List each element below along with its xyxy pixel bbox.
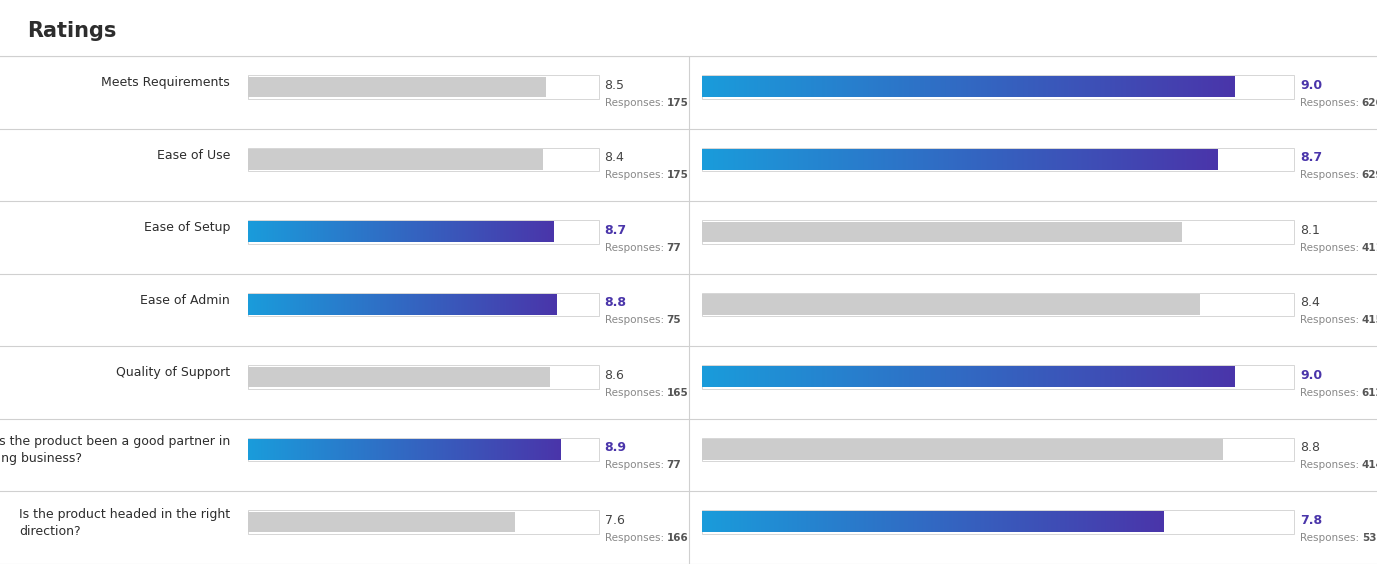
Text: 8.4: 8.4 [1300,296,1319,310]
Text: Ratings: Ratings [28,21,117,41]
Bar [248,512,515,532]
Text: 9.0: 9.0 [1300,79,1322,92]
Text: 175: 175 [666,170,688,180]
Text: Responses:: Responses: [1300,315,1362,325]
Text: 414: 414 [1362,460,1377,470]
Text: Responses:: Responses: [1300,388,1362,398]
Text: Responses:: Responses: [1300,170,1362,180]
FancyBboxPatch shape [702,365,1294,389]
Text: Responses:: Responses: [1300,98,1362,108]
FancyBboxPatch shape [702,510,1294,534]
Text: 8.8: 8.8 [1300,442,1321,455]
Bar [702,294,1199,315]
Text: Responses:: Responses: [605,315,666,325]
Bar [702,222,1181,242]
Text: 539: 539 [1362,533,1377,543]
Text: Responses:: Responses: [1300,460,1362,470]
Text: 9.0: 9.0 [1300,369,1322,382]
Text: Meets Requirements: Meets Requirements [101,76,230,89]
Bar [248,77,547,97]
Text: 7.6: 7.6 [605,514,624,527]
Text: 8.7: 8.7 [605,224,627,237]
Text: 612: 612 [1362,388,1377,398]
Text: Quality of Support: Quality of Support [116,366,230,379]
Text: Has the product been a good partner in
doing business?: Has the product been a good partner in d… [0,435,230,465]
Text: 8.9: 8.9 [605,442,627,455]
FancyBboxPatch shape [248,510,599,534]
FancyBboxPatch shape [702,148,1294,171]
FancyBboxPatch shape [248,148,599,171]
Text: Responses:: Responses: [605,98,666,108]
Text: 165: 165 [666,388,688,398]
Text: Responses:: Responses: [605,170,666,180]
FancyBboxPatch shape [248,220,599,244]
FancyBboxPatch shape [248,438,599,461]
Text: Responses:: Responses: [605,243,666,253]
Text: 77: 77 [666,243,682,253]
Text: 629: 629 [1362,170,1377,180]
Text: Responses:: Responses: [1300,533,1362,543]
FancyBboxPatch shape [702,75,1294,99]
Text: Responses:: Responses: [605,388,666,398]
Text: 8.4: 8.4 [605,151,624,164]
Text: 7.8: 7.8 [1300,514,1322,527]
FancyBboxPatch shape [702,438,1294,461]
Text: 166: 166 [666,533,688,543]
Text: Responses:: Responses: [1300,243,1362,253]
Text: 8.1: 8.1 [1300,224,1319,237]
Text: Responses:: Responses: [605,533,666,543]
FancyBboxPatch shape [248,293,599,316]
Text: 415: 415 [1362,315,1377,325]
Text: Ease of Use: Ease of Use [157,148,230,161]
Text: Ease of Setup: Ease of Setup [143,221,230,234]
FancyBboxPatch shape [702,293,1294,316]
FancyBboxPatch shape [248,365,599,389]
FancyBboxPatch shape [702,220,1294,244]
Text: Responses:: Responses: [605,460,666,470]
Text: 75: 75 [666,315,682,325]
Text: 626: 626 [1362,98,1377,108]
Text: Ease of Admin: Ease of Admin [140,293,230,307]
Text: 77: 77 [666,460,682,470]
Text: 411: 411 [1362,243,1377,253]
Text: 175: 175 [666,98,688,108]
FancyBboxPatch shape [248,75,599,99]
Bar [248,367,549,387]
Bar [248,149,543,170]
Bar [702,439,1223,460]
Text: 8.6: 8.6 [605,369,624,382]
Text: 8.8: 8.8 [605,296,627,310]
Text: Is the product headed in the right
direction?: Is the product headed in the right direc… [19,508,230,537]
Text: 8.5: 8.5 [605,79,625,92]
Text: 8.7: 8.7 [1300,151,1322,164]
